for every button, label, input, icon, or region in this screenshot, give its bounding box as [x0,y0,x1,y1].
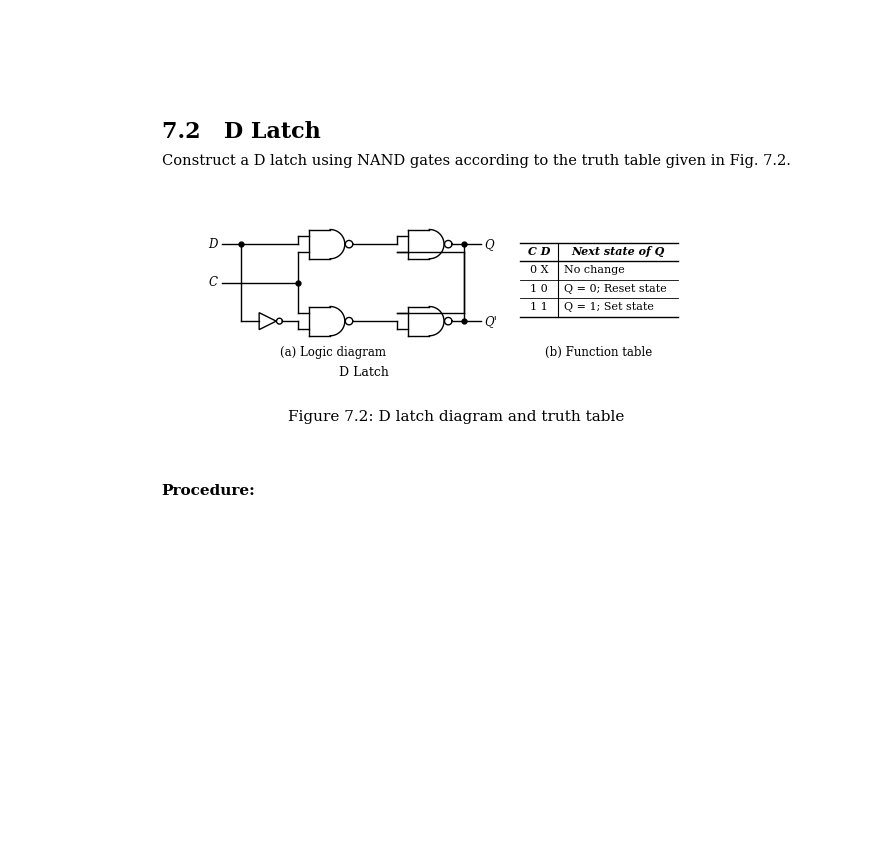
Text: Q = 0; Reset state: Q = 0; Reset state [564,283,667,294]
Text: Figure 7.2: D latch diagram and truth table: Figure 7.2: D latch diagram and truth ta… [288,410,624,424]
Text: 0 X: 0 X [530,265,549,275]
Text: 1 0: 1 0 [530,283,548,294]
Text: D: D [208,238,217,251]
Text: Q': Q' [485,315,497,328]
Text: D Latch: D Latch [339,366,389,378]
Text: Procedure:: Procedure: [162,484,255,499]
Text: Q: Q [485,238,494,251]
Text: 1 1: 1 1 [530,302,548,312]
Text: C D: C D [528,246,550,257]
Text: Q = 1; Set state: Q = 1; Set state [564,302,653,312]
Text: Next state of Q: Next state of Q [571,246,664,257]
Text: Construct a D latch using NAND gates according to the truth table given in Fig. : Construct a D latch using NAND gates acc… [162,154,790,168]
Text: (a) Logic diagram: (a) Logic diagram [280,346,386,359]
Text: C: C [208,276,217,289]
Text: 7.2   D Latch: 7.2 D Latch [162,121,320,143]
Text: (b) Function table: (b) Function table [545,346,653,359]
Text: No change: No change [564,265,624,275]
